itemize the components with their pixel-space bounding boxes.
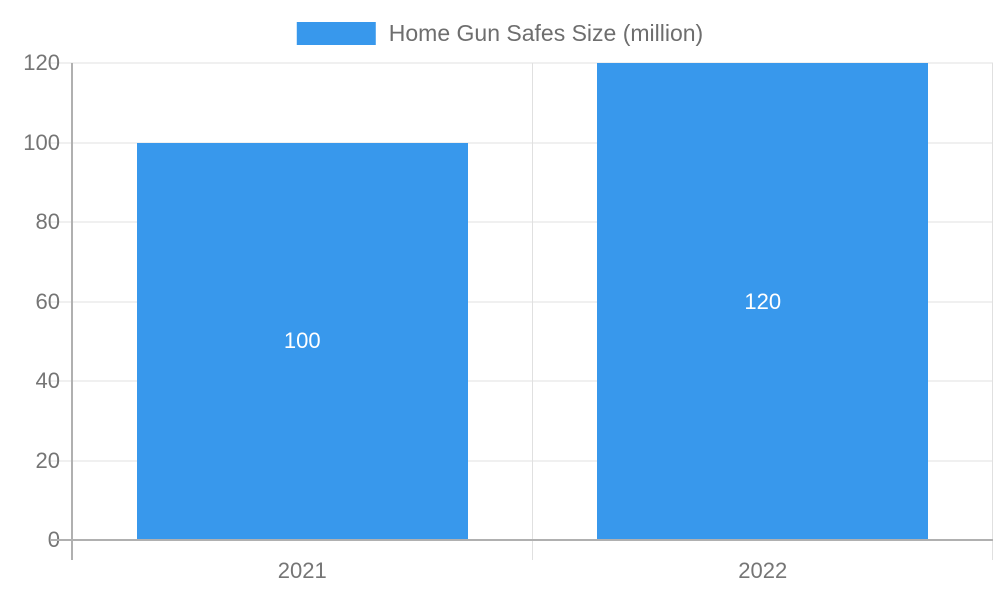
y-axis-line — [71, 63, 73, 560]
gridline — [50, 460, 993, 462]
bar-2021: 100 — [136, 142, 468, 540]
bar-2022: 120 — [597, 63, 929, 540]
chart-legend: Home Gun Safes Size (million) — [296, 20, 704, 47]
y-tick-label: 40 — [35, 368, 60, 393]
y-tick-label: 80 — [35, 209, 60, 234]
vertical-gridline — [531, 63, 533, 560]
plot-area: 100 120 — [50, 62, 993, 560]
x-axis-label: 2022 — [738, 558, 788, 583]
y-tick-label: 100 — [23, 129, 60, 155]
x-axis-label: 2021 — [277, 558, 327, 583]
gridline — [50, 380, 993, 382]
gridline — [50, 301, 993, 302]
gridline — [50, 142, 993, 143]
legend-swatch — [296, 22, 376, 45]
x-axis-line — [50, 539, 993, 541]
y-tick-label: 60 — [35, 288, 60, 314]
gridline — [50, 221, 993, 223]
vertical-gridline — [992, 63, 993, 560]
gridline — [50, 62, 993, 64]
bar-value-label: 100 — [283, 328, 321, 354]
y-tick-label: 120 — [23, 50, 60, 75]
bar-value-label: 120 — [744, 288, 782, 314]
legend-label: Home Gun Safes Size (million) — [388, 20, 704, 46]
y-tick-label: 20 — [35, 447, 60, 473]
